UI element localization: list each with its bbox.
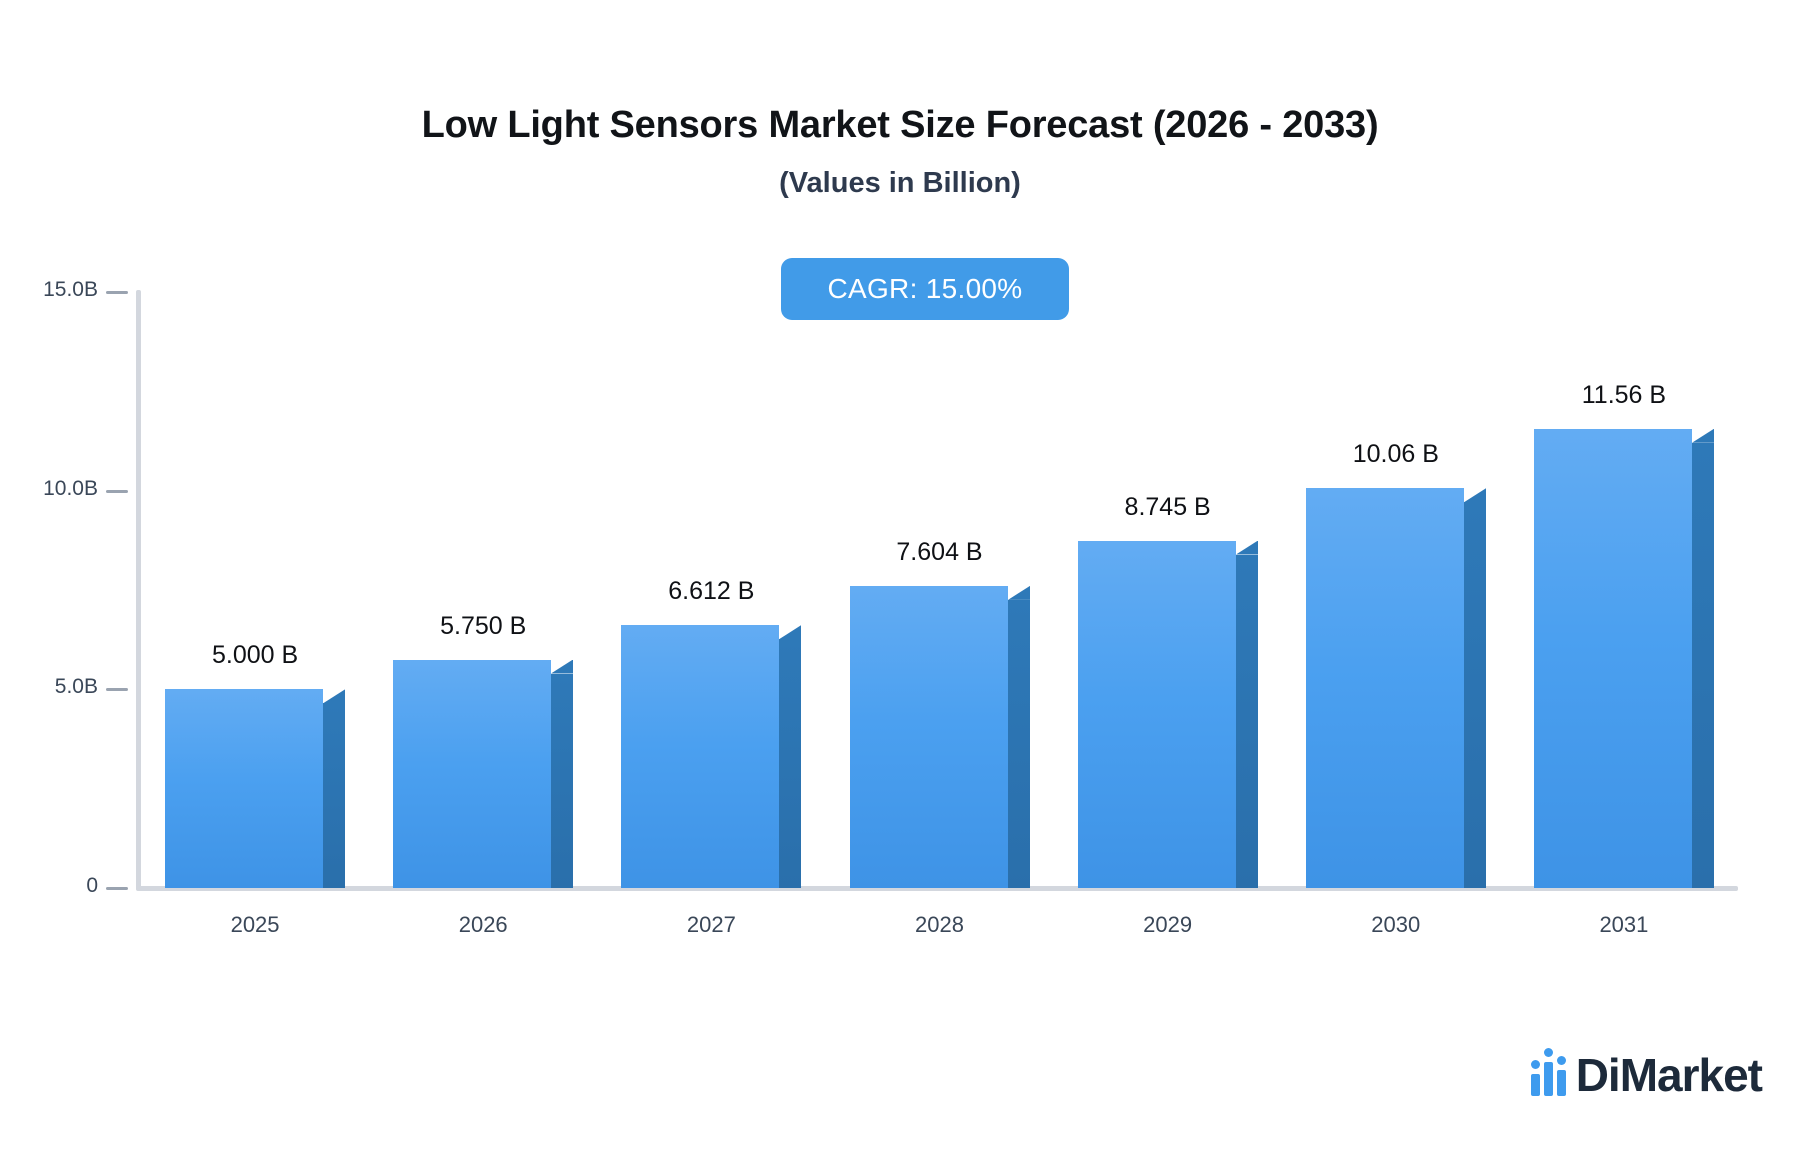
y-axis-tick-mark (106, 688, 128, 692)
x-axis-tick-label: 2025 (230, 912, 280, 937)
bar-2031[interactable] (1534, 428, 1714, 888)
bar-top-face (551, 659, 573, 674)
dimarket-logo: DiMarket (1530, 1048, 1763, 1101)
y-axis-tick-mark (106, 489, 128, 493)
bar-chart-icon (1530, 1048, 1566, 1096)
bar-2027[interactable] (621, 625, 801, 888)
bar-value-label: 8.745 B (1124, 492, 1211, 521)
bar-top-face (1008, 585, 1030, 600)
bar-side-face (1236, 554, 1258, 888)
bar-side-face (1008, 599, 1030, 888)
y-axis-tick-label: 15.0B (43, 278, 98, 301)
bar-2030[interactable] (1306, 488, 1486, 888)
y-axis-tick-mark (106, 291, 128, 294)
bar-2028[interactable] (850, 585, 1030, 888)
bar-value-label: 5.750 B (440, 611, 527, 640)
bar-top-face (1464, 488, 1486, 503)
x-axis-tick-label: 2030 (1371, 912, 1421, 937)
bar-2029[interactable] (1078, 540, 1258, 888)
bar-front-face (165, 689, 323, 888)
bar-value-label: 5.000 B (211, 641, 299, 670)
x-axis-tick-label: 2028 (915, 912, 964, 937)
bar-front-face (850, 585, 1008, 888)
y-axis-tick-mark (106, 887, 128, 890)
logo-text: DiMarket (1575, 1049, 1763, 1101)
bar-front-face (1534, 428, 1692, 888)
y-axis-tick-label: 10.0B (43, 476, 98, 500)
bar-value-label: 10.06 B (1352, 440, 1439, 469)
bar-2025[interactable] (165, 689, 345, 888)
bar-front-face (393, 659, 551, 888)
bar-value-label: 6.612 B (668, 577, 755, 606)
cagr-badge: CAGR: 15.00% (781, 258, 1069, 320)
y-axis-tick-label: 5.0B (54, 675, 98, 699)
bar-front-face (621, 625, 779, 888)
y-axis-line (136, 290, 141, 890)
cagr-badge-label: CAGR: 15.00% (827, 273, 1023, 304)
bar-2026[interactable] (393, 659, 573, 888)
x-axis-tick-label: 2029 (1143, 912, 1193, 937)
x-axis-tick-label: 2026 (458, 912, 508, 937)
bar-top-face (1692, 428, 1714, 443)
x-axis-tick-label: 2031 (1599, 912, 1649, 937)
chart-subtitle: (Values in Billion) (779, 167, 1021, 199)
y-axis-tick-label: 0 (86, 874, 98, 897)
bar-value-label: 11.56 B (1581, 380, 1667, 409)
x-axis-line (136, 886, 1738, 891)
bar-side-face (1464, 502, 1486, 888)
chart-title: Low Light Sensors Market Size Forecast (… (421, 104, 1379, 146)
bar-front-face (1306, 488, 1464, 888)
bar-top-face (779, 625, 801, 640)
x-axis-tick-label: 2027 (686, 912, 736, 937)
bar-side-face (323, 703, 345, 888)
bar-side-face (1692, 442, 1714, 888)
bar-side-face (779, 639, 801, 888)
bar-top-face (323, 689, 345, 704)
bar-front-face (1078, 540, 1236, 888)
bar-side-face (551, 673, 573, 888)
bar-top-face (1236, 540, 1258, 555)
bar-value-label: 7.604 B (896, 537, 983, 566)
